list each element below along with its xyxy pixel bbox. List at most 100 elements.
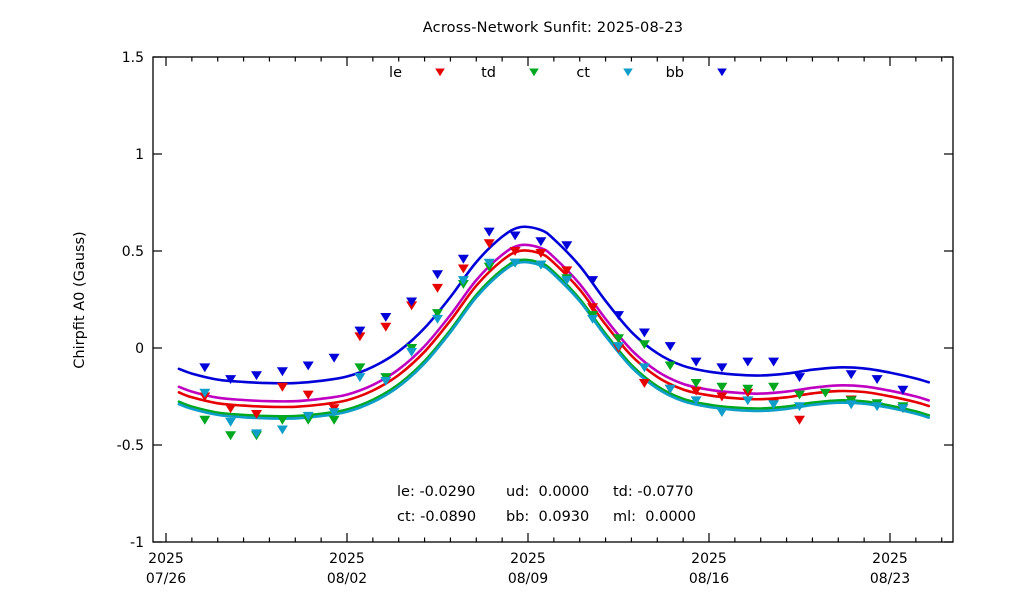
point-ct (483, 258, 495, 268)
point-td (225, 431, 237, 441)
point-ct (276, 425, 288, 435)
point-le (432, 283, 443, 293)
legend-label-ct: ct (576, 65, 590, 81)
curve-ml (177, 243, 931, 403)
curve-td (177, 258, 931, 418)
point-bb (509, 231, 521, 241)
point-ct (768, 400, 780, 410)
point-ct (457, 276, 469, 286)
point-bb (716, 363, 728, 373)
point-le (638, 379, 650, 388)
point-bb (354, 326, 366, 336)
x-tick-date-label: 08/23 (870, 571, 910, 587)
point-bb (328, 353, 340, 363)
point-ct (225, 417, 237, 427)
legend-label-td: td (481, 65, 496, 81)
point-td (276, 415, 288, 425)
point-le (483, 239, 495, 249)
x-tick-year-label: 2025 (148, 551, 184, 567)
point-bb (380, 313, 392, 322)
point-bb (794, 373, 805, 383)
legend: le td ct bb (389, 65, 727, 81)
point-td (716, 382, 728, 392)
y-tick-label: 0 (135, 341, 144, 357)
point-ct (794, 402, 805, 412)
point-bb (871, 375, 883, 384)
plot-border (152, 56, 954, 543)
fit-value-ct: ct: -0.0890 (397, 509, 477, 525)
point-le (251, 410, 262, 419)
legend-marker-td (529, 68, 539, 77)
y-axis-label: Chirpfit A0 (Gauss) (72, 231, 88, 369)
y-tick-labels: 1.5 1 0.5 0 -0.5 -1 (117, 50, 144, 551)
point-le (535, 249, 547, 258)
point-bb (561, 241, 573, 251)
point-bb (742, 357, 754, 367)
fit-value-le: le: -0.0290 (397, 484, 476, 500)
point-td (432, 309, 443, 318)
point-ct (871, 402, 883, 412)
point-bb (251, 371, 262, 381)
x-tick-date-label: 07/26 (146, 571, 186, 587)
point-ct (690, 396, 702, 406)
point-ct (432, 314, 443, 324)
point-ct (199, 388, 211, 398)
point-bb (638, 328, 650, 338)
curve-ct (177, 260, 931, 420)
point-td (690, 379, 702, 388)
point-ct (509, 258, 521, 268)
point-ct (251, 429, 262, 439)
fit-value-ml: ml: 0.0000 (613, 509, 696, 525)
x-tick-year-label: 2025 (329, 551, 365, 567)
point-ct (664, 384, 676, 394)
data-points (199, 227, 909, 441)
point-bb (457, 254, 469, 264)
point-ct (613, 342, 624, 351)
y-tick-label: -0.5 (117, 438, 144, 454)
point-bb (664, 342, 676, 351)
point-bb (406, 297, 418, 307)
point-ct (742, 396, 754, 406)
point-td (768, 382, 780, 392)
curve-bb (177, 225, 931, 385)
point-bb (432, 270, 443, 280)
point-ct (897, 404, 909, 414)
x-tick-year-label: 2025 (691, 551, 727, 567)
point-ct (328, 408, 340, 417)
point-ct (380, 377, 392, 386)
y-tick-label: 1.5 (122, 50, 144, 66)
point-le (587, 303, 599, 313)
point-td (613, 334, 624, 344)
y-tick-label: -1 (130, 535, 144, 551)
point-bb (302, 361, 314, 371)
point-le (509, 247, 521, 256)
point-ct (638, 363, 650, 373)
x-tick-date-label: 08/09 (508, 571, 548, 587)
point-bb (897, 385, 909, 395)
point-td (638, 340, 650, 350)
x-tick-labels: 2025 07/26 2025 08/02 2025 08/09 2025 08/16 2025… (146, 551, 910, 587)
fit-value-td: td: -0.0770 (613, 484, 694, 500)
point-ct (587, 314, 599, 324)
point-le (457, 264, 469, 274)
legend-marker-le (435, 68, 445, 77)
point-bb (690, 357, 702, 367)
point-td (664, 361, 676, 371)
point-ct (716, 408, 728, 417)
y-tick-label: 1 (135, 147, 144, 163)
point-le (380, 322, 392, 332)
point-ct (535, 260, 547, 270)
point-bb (199, 363, 211, 373)
point-le (716, 392, 728, 402)
point-td (819, 388, 831, 398)
point-bb (483, 227, 495, 237)
point-ct (845, 400, 857, 410)
point-le (354, 332, 366, 342)
point-le (276, 382, 288, 392)
point-bb (768, 357, 780, 367)
point-ct (302, 411, 314, 421)
point-bb (845, 370, 857, 380)
point-le (690, 386, 702, 396)
x-tick-date-label: 08/16 (689, 571, 729, 587)
